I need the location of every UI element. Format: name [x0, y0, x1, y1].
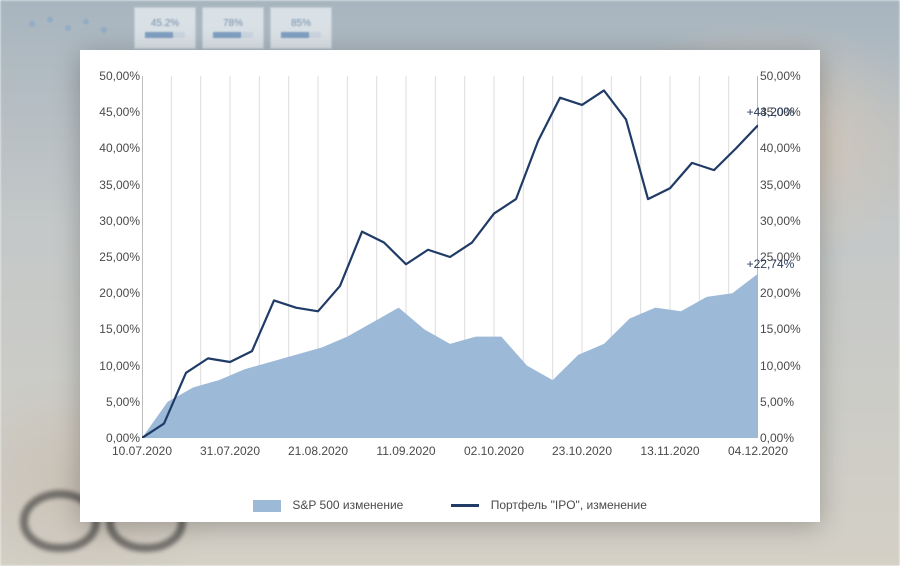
x-axis-label: 04.12.2020: [728, 444, 788, 458]
y-axis-label-right: 35,00%: [760, 178, 816, 192]
bg-kpi-card: 45.2%: [134, 7, 196, 49]
legend-label: S&P 500 изменение: [292, 498, 403, 512]
x-axis-label: 23.10.2020: [552, 444, 612, 458]
y-axis-label-right: 0,00%: [760, 431, 816, 445]
y-axis-label-right: 50,00%: [760, 69, 816, 83]
y-axis-label-left: 40,00%: [84, 141, 140, 155]
y-axis-label-right: 40,00%: [760, 141, 816, 155]
legend-item-area: S&P 500 изменение: [253, 498, 403, 512]
y-axis-label-left: 20,00%: [84, 286, 140, 300]
y-axis-label-left: 0,00%: [84, 431, 140, 445]
bg-kpi-value: 85%: [291, 18, 311, 29]
chart-annotation: +22,74%: [747, 257, 795, 271]
x-axis-label: 11.09.2020: [376, 444, 435, 458]
y-axis-label-left: 45,00%: [84, 105, 140, 119]
chart-svg: [142, 76, 758, 438]
legend-swatch-line: [451, 504, 479, 507]
y-axis-label-left: 10,00%: [84, 359, 140, 373]
chart-plot-area: [142, 76, 758, 438]
y-axis-label-right: 10,00%: [760, 359, 816, 373]
x-axis-label: 13.11.2020: [640, 444, 699, 458]
bg-kpi-value: 45.2%: [151, 18, 179, 29]
chart-panel: 0,00% 0,00% 5,00% 5,00% 10,00% 10,00% 15,00% 15…: [80, 50, 820, 522]
y-axis-label-right: 15,00%: [760, 322, 816, 336]
bg-map-icon: [8, 7, 128, 49]
legend-swatch-area: [253, 500, 281, 512]
legend-item-line: Портфель "IPO", изменение: [451, 498, 647, 512]
x-axis-label: 21.08.2020: [288, 444, 348, 458]
x-axis-label: 02.10.2020: [464, 444, 524, 458]
bg-kpi-card: 85%: [270, 7, 332, 49]
y-axis-label-right: 5,00%: [760, 395, 816, 409]
y-axis-label-left: 30,00%: [84, 214, 140, 228]
chart-annotation: +43,20%: [747, 105, 795, 119]
y-axis-label-right: 30,00%: [760, 214, 816, 228]
y-axis-label-left: 35,00%: [84, 178, 140, 192]
x-axis-label: 31.07.2020: [200, 444, 260, 458]
bg-kpi-value: 78%: [223, 18, 243, 29]
y-axis-label-right: 20,00%: [760, 286, 816, 300]
chart-legend: S&P 500 изменение Портфель "IPO", измене…: [80, 498, 820, 512]
x-axis-label: 10.07.2020: [112, 444, 172, 458]
background-dashboard-strip: 45.2% 78% 85%: [0, 0, 446, 56]
y-axis-label-left: 25,00%: [84, 250, 140, 264]
y-axis-label-left: 15,00%: [84, 322, 140, 336]
bg-kpi-card: 78%: [202, 7, 264, 49]
y-axis-label-left: 5,00%: [84, 395, 140, 409]
legend-label: Портфель "IPO", изменение: [491, 498, 647, 512]
y-axis-label-left: 50,00%: [84, 69, 140, 83]
